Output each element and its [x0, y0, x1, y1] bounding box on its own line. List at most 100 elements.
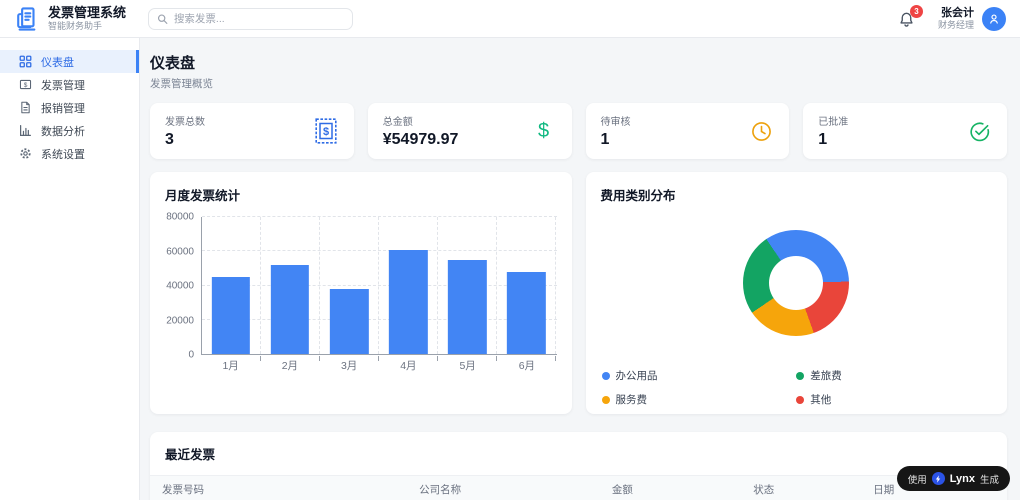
- legend-dot: [796, 395, 805, 404]
- user-menu[interactable]: 张会计 财务经理: [938, 6, 1006, 31]
- sidebar-item-dashboard[interactable]: 仪表盘: [0, 50, 139, 73]
- legend-label: 服务费: [615, 394, 648, 406]
- gridline: [202, 216, 557, 217]
- legend-item-office-supplies: 办公用品: [601, 368, 797, 383]
- x-tick-label: 5月: [459, 359, 476, 372]
- bar: [211, 276, 251, 354]
- person-icon: [990, 13, 998, 24]
- bar-category: [438, 217, 498, 361]
- invoice-icon: $: [19, 78, 32, 91]
- donut-chart: [743, 230, 850, 336]
- bar: [330, 288, 369, 354]
- bar: [389, 249, 428, 354]
- col-invoice-number: 发票号码: [162, 484, 204, 496]
- app-subtitle: 智能财务助手: [48, 20, 103, 31]
- y-tick-label: 40000: [166, 280, 194, 292]
- y-tick-label: 20000: [166, 315, 194, 326]
- x-tick-label: 6月: [518, 359, 536, 372]
- recent-invoices-card: 最近发票 发票号码 公司名称 金额 状态 日期 1234567890123456…: [150, 432, 1007, 500]
- stat-card-pending: 待审核 1: [585, 103, 790, 159]
- legend-item-travel: 差旅费: [796, 368, 991, 383]
- bar-chart-x-axis: 1月 2月 3月 4月 5月 6月: [201, 355, 557, 375]
- bar-category: [202, 217, 262, 361]
- app-title-block: 发票管理系统 智能财务助手: [48, 4, 127, 32]
- bar-category: [261, 217, 321, 361]
- legend-dot: [601, 371, 610, 380]
- expense-category-chart-card: 费用类别分布 办公用品 差旅费: [585, 172, 1007, 414]
- page-title: 仪表盘: [150, 55, 196, 72]
- svg-text:$: $: [323, 126, 329, 138]
- search-box[interactable]: [148, 7, 354, 30]
- stat-value: 1: [818, 131, 828, 148]
- legend-label: 差旅费: [810, 370, 842, 382]
- stat-label: 待审核: [600, 117, 631, 128]
- sidebar-item-analytics[interactable]: 数据分析: [0, 119, 139, 142]
- x-tick-label: 3月: [340, 359, 358, 372]
- col-status: 状态: [753, 484, 775, 496]
- col-amount: 金额: [611, 484, 633, 496]
- legend-label: 其他: [810, 394, 832, 406]
- bar: [448, 259, 487, 354]
- user-meta: 张会计 财务经理: [938, 7, 974, 31]
- sidebar-item-settings[interactable]: 系统设置: [0, 142, 139, 165]
- user-role: 财务经理: [937, 19, 974, 30]
- stat-label: 发票总数: [165, 117, 205, 128]
- bar: [507, 271, 546, 354]
- stat-card-total-invoices: 发票总数 3 $: [150, 103, 354, 159]
- bell-icon: [900, 12, 913, 27]
- donut-chart-title: 费用类别分布: [600, 189, 676, 203]
- notifications-button[interactable]: 3: [898, 4, 923, 29]
- stat-value: 1: [600, 131, 610, 148]
- gridline: [202, 250, 557, 252]
- bar-chart-y-axis: 0 20000 40000 60000 80000: [165, 212, 201, 361]
- sidebar-item-label: 发票管理: [41, 79, 85, 92]
- badge-brand: Lynx: [949, 472, 975, 485]
- user-name: 张会计: [941, 6, 974, 19]
- dollar-icon: $: [537, 120, 550, 142]
- gridline: [202, 318, 557, 320]
- bar-chart-plot: [201, 216, 557, 361]
- stat-value: ¥54979.97: [382, 131, 459, 148]
- lynx-generated-badge[interactable]: 使用 Lynx 生成: [896, 466, 1010, 491]
- donut-hole: [769, 256, 824, 310]
- badge-suffix: 生成: [979, 474, 999, 486]
- x-tick-label: 2月: [281, 359, 299, 372]
- sidebar-item-label: 系统设置: [41, 148, 85, 161]
- document-icon: [19, 101, 32, 114]
- bar: [270, 264, 310, 354]
- search-input[interactable]: [173, 12, 345, 25]
- sidebar-item-label: 仪表盘: [41, 56, 74, 69]
- lynx-logo-icon: [931, 472, 945, 485]
- sidebar-item-invoices[interactable]: $ 发票管理: [0, 73, 139, 96]
- bar-category: [497, 217, 557, 361]
- badge-prefix: 使用: [907, 474, 927, 486]
- y-tick-label: 0: [188, 349, 194, 361]
- charts-row: 月度发票统计 0 20000 40000 60000 80000 1月 2月 3月 4月 5月 6…: [150, 172, 1007, 414]
- gridline: [202, 284, 557, 286]
- clock-icon: [748, 118, 774, 144]
- stat-card-approved: 已批准 1: [803, 103, 1007, 159]
- monthly-invoice-chart-card: 月度发票统计 0 20000 40000 60000 80000 1月 2月 3月 4月 5月 6…: [150, 172, 572, 414]
- search-icon: [157, 14, 168, 24]
- page-subtitle: 发票管理概览: [150, 78, 213, 90]
- bar-category: [379, 217, 439, 361]
- col-date: 日期: [873, 484, 895, 496]
- sidebar-item-reimbursement[interactable]: 报销管理: [0, 96, 139, 119]
- dashboard-icon: [19, 55, 32, 68]
- notification-count-badge: 3: [909, 4, 923, 18]
- invoice-icon: $: [313, 118, 339, 144]
- x-tick-label: 4月: [400, 359, 417, 372]
- stats-row: 发票总数 3 $ 总金额 ¥54979.97 $: [150, 103, 1007, 159]
- app-title: 发票管理系统: [48, 4, 127, 20]
- legend-item-service: 服务费: [601, 392, 797, 407]
- table-header-row: 发票号码 公司名称 金额 状态 日期: [150, 475, 1007, 500]
- stat-value: 3: [165, 131, 174, 148]
- recent-invoices-title: 最近发票: [165, 448, 216, 462]
- page-head: 仪表盘 发票管理概览: [150, 52, 1007, 91]
- stat-label: 已批准: [818, 117, 849, 128]
- avatar[interactable]: [982, 6, 1006, 31]
- stat-label: 总金额: [382, 117, 413, 128]
- check-circle-icon: [966, 118, 992, 144]
- bar-category: [320, 217, 380, 361]
